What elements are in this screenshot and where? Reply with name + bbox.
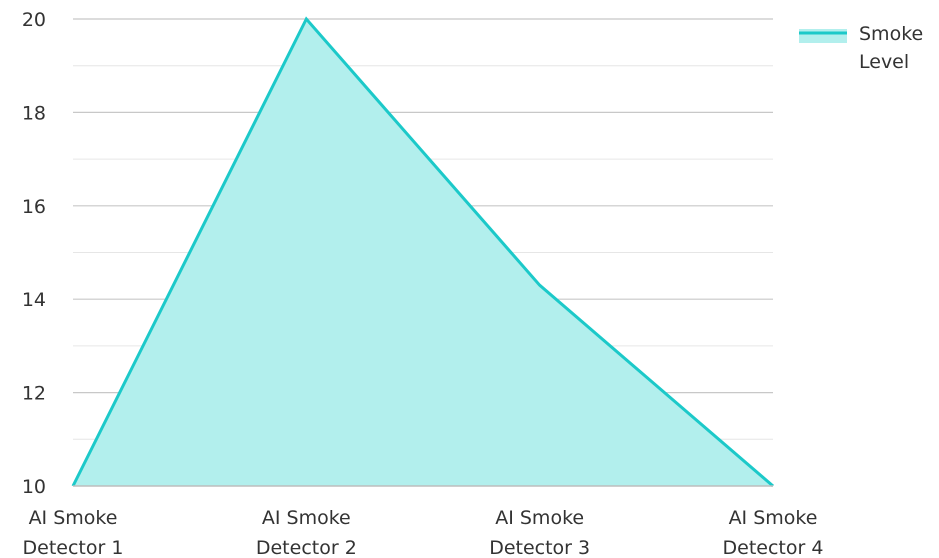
y-tick-labels: 10 12 14 16 18 20 — [22, 9, 46, 498]
y-tick-label: 20 — [22, 9, 46, 31]
legend-label: Smoke Level — [859, 23, 923, 73]
y-tick-label: 14 — [22, 289, 46, 311]
legend-swatch-fill — [799, 29, 847, 43]
series-line — [71, 16, 774, 488]
y-tick-label: 16 — [22, 196, 46, 218]
x-tick-label: AI Smoke Detector 2 — [256, 507, 357, 558]
y-tick-label: 10 — [22, 476, 46, 498]
x-tick-label: AI Smoke Detector 4 — [723, 507, 824, 558]
x-tick-label: AI Smoke Detector 1 — [23, 507, 124, 558]
y-tick-label: 18 — [22, 102, 46, 124]
x-tick-labels: AI Smoke Detector 1 AI Smoke Detector 2 AI S… — [23, 507, 824, 558]
x-tick-label: AI Smoke Detector 3 — [489, 507, 590, 558]
y-tick-label: 12 — [22, 383, 46, 405]
legend: Smoke Level — [799, 23, 923, 73]
